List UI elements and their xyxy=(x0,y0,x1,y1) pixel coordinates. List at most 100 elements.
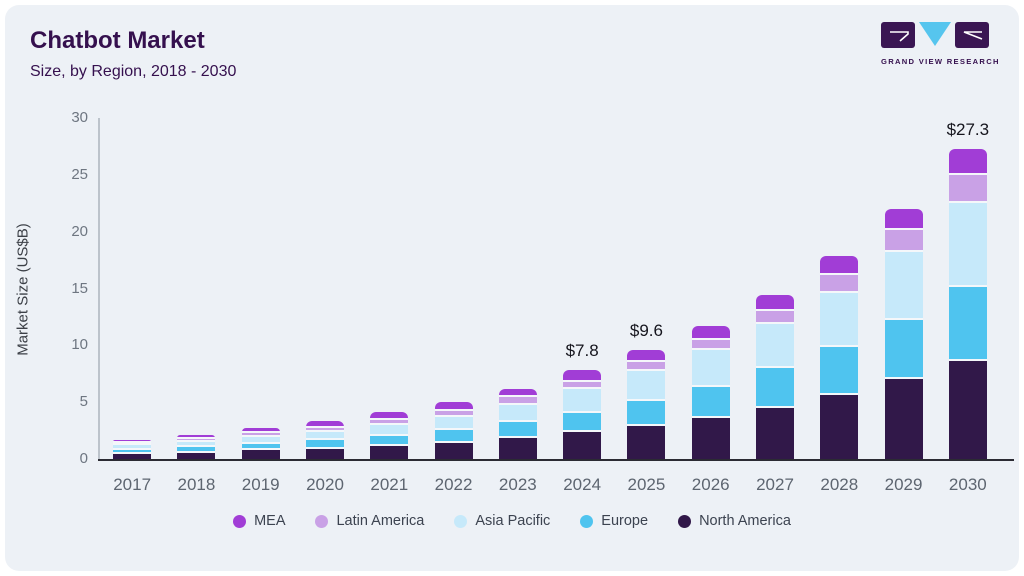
x-tick-label: 2017 xyxy=(113,475,152,494)
bar-segment-north-america xyxy=(434,441,473,459)
x-tick-label: 2024 xyxy=(563,475,602,494)
chart-card: Chatbot Market Size, by Region, 2018 - 2… xyxy=(5,5,1019,571)
y-tick-label: 0 xyxy=(79,450,88,467)
legend-dot-icon xyxy=(678,514,692,528)
bar-segment-latin-america xyxy=(627,361,666,370)
y-tick-label: 10 xyxy=(71,336,88,354)
bar-segment-latin-america xyxy=(948,173,987,203)
bar-segment-separator xyxy=(691,337,730,340)
bar-segment-separator xyxy=(627,360,666,363)
bar-segment-north-america xyxy=(177,452,216,459)
y-tick-label: 20 xyxy=(71,222,88,240)
bar-segment-north-america xyxy=(948,360,987,459)
x-tick-label: 2020 xyxy=(306,475,344,494)
legend-label: Asia Pacific xyxy=(475,513,551,529)
bar-segment-separator xyxy=(563,429,602,432)
bar-segment-latin-america xyxy=(306,426,344,431)
bar-segment-separator xyxy=(241,441,280,444)
bar-segment-separator xyxy=(177,451,216,454)
bar-segment-separator xyxy=(306,446,344,449)
page-title: Chatbot Market xyxy=(30,27,205,54)
bar-segment-latin-america xyxy=(434,410,473,416)
bar-segment-separator xyxy=(948,201,987,204)
bar-segment-mea xyxy=(756,295,794,311)
bar-segment-separator xyxy=(756,366,794,369)
bar-segment-separator xyxy=(370,443,409,446)
legend-item-mea: MEA xyxy=(233,513,285,529)
bar-segment-north-america xyxy=(563,430,602,459)
bar-segment-asia-pacific xyxy=(306,430,344,440)
bar-segment-asia-pacific xyxy=(498,403,537,421)
bar-segment-mea xyxy=(948,148,987,174)
bar-segment-asia-pacific xyxy=(884,250,923,320)
bar-segment-separator xyxy=(498,395,537,398)
bar-segment-europe xyxy=(498,420,537,438)
y-axis-title: Market Size (US$B) xyxy=(14,223,32,356)
bar-segment-europe xyxy=(563,411,602,431)
bar-segment-asia-pacific xyxy=(177,440,216,447)
x-tick-label: 2028 xyxy=(820,475,859,494)
bar-segment-asia-pacific xyxy=(820,292,859,347)
bar-segment-europe xyxy=(756,367,794,408)
bar-segment-separator xyxy=(434,440,473,443)
bar-segment-separator xyxy=(370,433,409,436)
bar-segment-separator xyxy=(113,447,152,450)
legend-dot-icon xyxy=(454,514,468,528)
bar-segment-separator xyxy=(884,377,923,380)
bar-segment-separator xyxy=(241,434,280,437)
bar-segment-separator xyxy=(691,415,730,418)
legend-label: Europe xyxy=(601,513,649,529)
bar-segment-mea xyxy=(563,370,602,381)
legend-label: Latin America xyxy=(336,513,425,529)
bar-segment-asia-pacific xyxy=(370,423,409,435)
gvr-logo: GRAND VIEW RESEARCH xyxy=(881,22,998,66)
x-tick-label: 2026 xyxy=(691,475,730,494)
bar-segment-separator xyxy=(498,402,537,405)
bar-segment-asia-pacific xyxy=(241,435,280,443)
x-tick-label: 2025 xyxy=(627,475,666,494)
bar-segment-mea xyxy=(370,412,409,420)
x-tick-label: 2027 xyxy=(756,475,794,494)
bar-segment-latin-america xyxy=(370,419,409,424)
bar-segment-separator xyxy=(498,436,537,439)
bar-segment-separator xyxy=(820,273,859,276)
bar-segment-separator xyxy=(563,410,602,413)
y-tick-label: 30 xyxy=(71,109,88,126)
bar-segment-separator xyxy=(306,425,344,428)
bar-segment-separator xyxy=(948,359,987,362)
bar-segment-latin-america xyxy=(820,274,859,293)
bar-segment-separator xyxy=(563,379,602,382)
bar-segment-north-america xyxy=(884,378,923,459)
bar-segment-north-america xyxy=(691,416,730,459)
bar-segment-europe xyxy=(884,319,923,379)
bar-segment-mea xyxy=(177,435,216,438)
bar-segment-separator xyxy=(948,172,987,175)
bar-segment-separator xyxy=(756,309,794,312)
bar-segment-europe xyxy=(113,448,152,454)
bar-segment-latin-america xyxy=(113,441,152,445)
x-axis-line xyxy=(98,459,1014,461)
bar-segment-europe xyxy=(306,439,344,448)
bar-segment-separator xyxy=(306,429,344,432)
bar-segment-asia-pacific xyxy=(948,202,987,287)
bar-segment-separator xyxy=(434,428,473,431)
legend-item-latin-america: Latin America xyxy=(315,513,424,529)
bar-segment-separator xyxy=(370,422,409,425)
bar-segment-europe xyxy=(370,434,409,445)
bar-segment-mea xyxy=(434,402,473,411)
bar-segment-mea xyxy=(113,439,152,442)
x-tick-label: 2021 xyxy=(370,475,409,494)
legend-dot-icon xyxy=(580,514,594,528)
bar-segment-separator xyxy=(177,439,216,442)
bar-segment-separator xyxy=(884,318,923,321)
bar-segment-latin-america xyxy=(884,229,923,251)
gvr-logo-icon xyxy=(881,22,989,48)
bar-segment-europe xyxy=(434,429,473,442)
bar-segment-europe xyxy=(948,286,987,361)
chart-subtitle: Size, by Region, 2018 - 2030 xyxy=(30,63,237,80)
bar-segment-north-america xyxy=(756,407,794,459)
chart-legend: MEA Latin America Asia Pacific Europe North … xyxy=(5,513,1019,529)
bar-segment-latin-america xyxy=(756,310,794,324)
legend-label: MEA xyxy=(254,513,286,529)
bar-segment-north-america xyxy=(820,394,859,459)
